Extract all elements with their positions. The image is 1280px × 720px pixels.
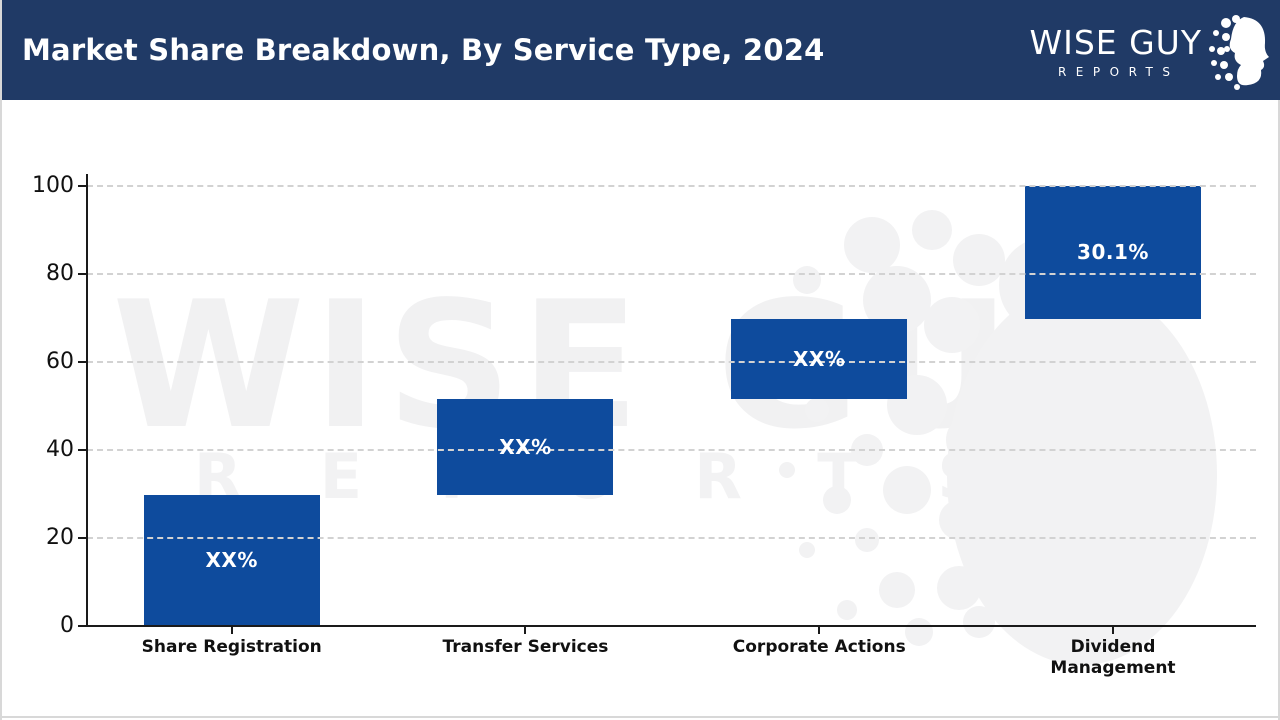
grid-line (87, 537, 1256, 540)
logo-wordmark: WISE GUY (1029, 22, 1202, 62)
x-category-label: Transfer Services (415, 637, 635, 658)
x-category-label-line: Transfer Services (442, 637, 609, 657)
header-bar: Market Share Breakdown, By Service Type,… (2, 0, 1280, 100)
logo-subtitle: REPORTS (1057, 64, 1180, 79)
bar-value-label: XX% (499, 434, 552, 459)
logo-text: WISE GUY REPORTS (1029, 22, 1202, 79)
card-bottom-border (2, 716, 1280, 718)
y-axis-tick-mark (78, 185, 86, 188)
y-axis-tick-label: 40 (46, 437, 74, 463)
bar-segment (1025, 186, 1201, 319)
y-axis-tick-label: 80 (46, 261, 74, 287)
x-category-label: Corporate Actions (709, 637, 929, 658)
wise-guy-logo: WISE GUY REPORTS (1029, 9, 1270, 93)
bar-value-label: 30.1% (1077, 240, 1149, 265)
y-axis-tick-mark (78, 273, 86, 276)
y-axis-tick-label: 60 (46, 349, 74, 375)
chart-plot-area: WISE GUY REPORTS 0 20 40 60 80 100 XX% Share Re… (2, 100, 1280, 720)
x-category-label: Dividend Management (1003, 637, 1223, 679)
x-axis-tick-mark (1112, 627, 1114, 634)
y-axis-tick-label: 0 (60, 613, 74, 638)
x-axis-tick-mark (524, 627, 527, 634)
y-axis-tick-mark (78, 449, 86, 452)
grid-line (87, 361, 1256, 364)
y-axis-line (86, 174, 88, 627)
chart-title: Market Share Breakdown, By Service Type,… (22, 33, 825, 67)
y-axis-tick-mark (78, 537, 86, 540)
logo-face-icon (1209, 15, 1269, 90)
y-axis-tick-mark (78, 625, 86, 627)
x-category-label-line: Management (1050, 658, 1176, 678)
x-category-label-line: Dividend (1070, 637, 1156, 657)
x-category-label-line: Corporate Actions (732, 637, 906, 657)
y-axis-tick-label: 20 (46, 525, 74, 551)
bar-value-label: XX% (205, 548, 258, 573)
grid-line (87, 273, 1256, 276)
bar-segment (143, 494, 320, 626)
bar-segment (731, 318, 908, 399)
x-category-label-line: Share Registration (141, 637, 322, 657)
bar-segment (437, 398, 614, 495)
grid-line (87, 185, 1256, 188)
bar-value-label: XX% (793, 346, 846, 371)
x-axis-line (86, 625, 1256, 627)
grid-line (87, 449, 1256, 452)
y-axis-tick-label: 100 (32, 173, 74, 199)
x-category-label: Share Registration (122, 637, 342, 658)
x-axis-tick-mark (818, 627, 821, 634)
x-axis-tick-mark (230, 627, 233, 634)
y-axis-tick-mark (78, 361, 86, 364)
